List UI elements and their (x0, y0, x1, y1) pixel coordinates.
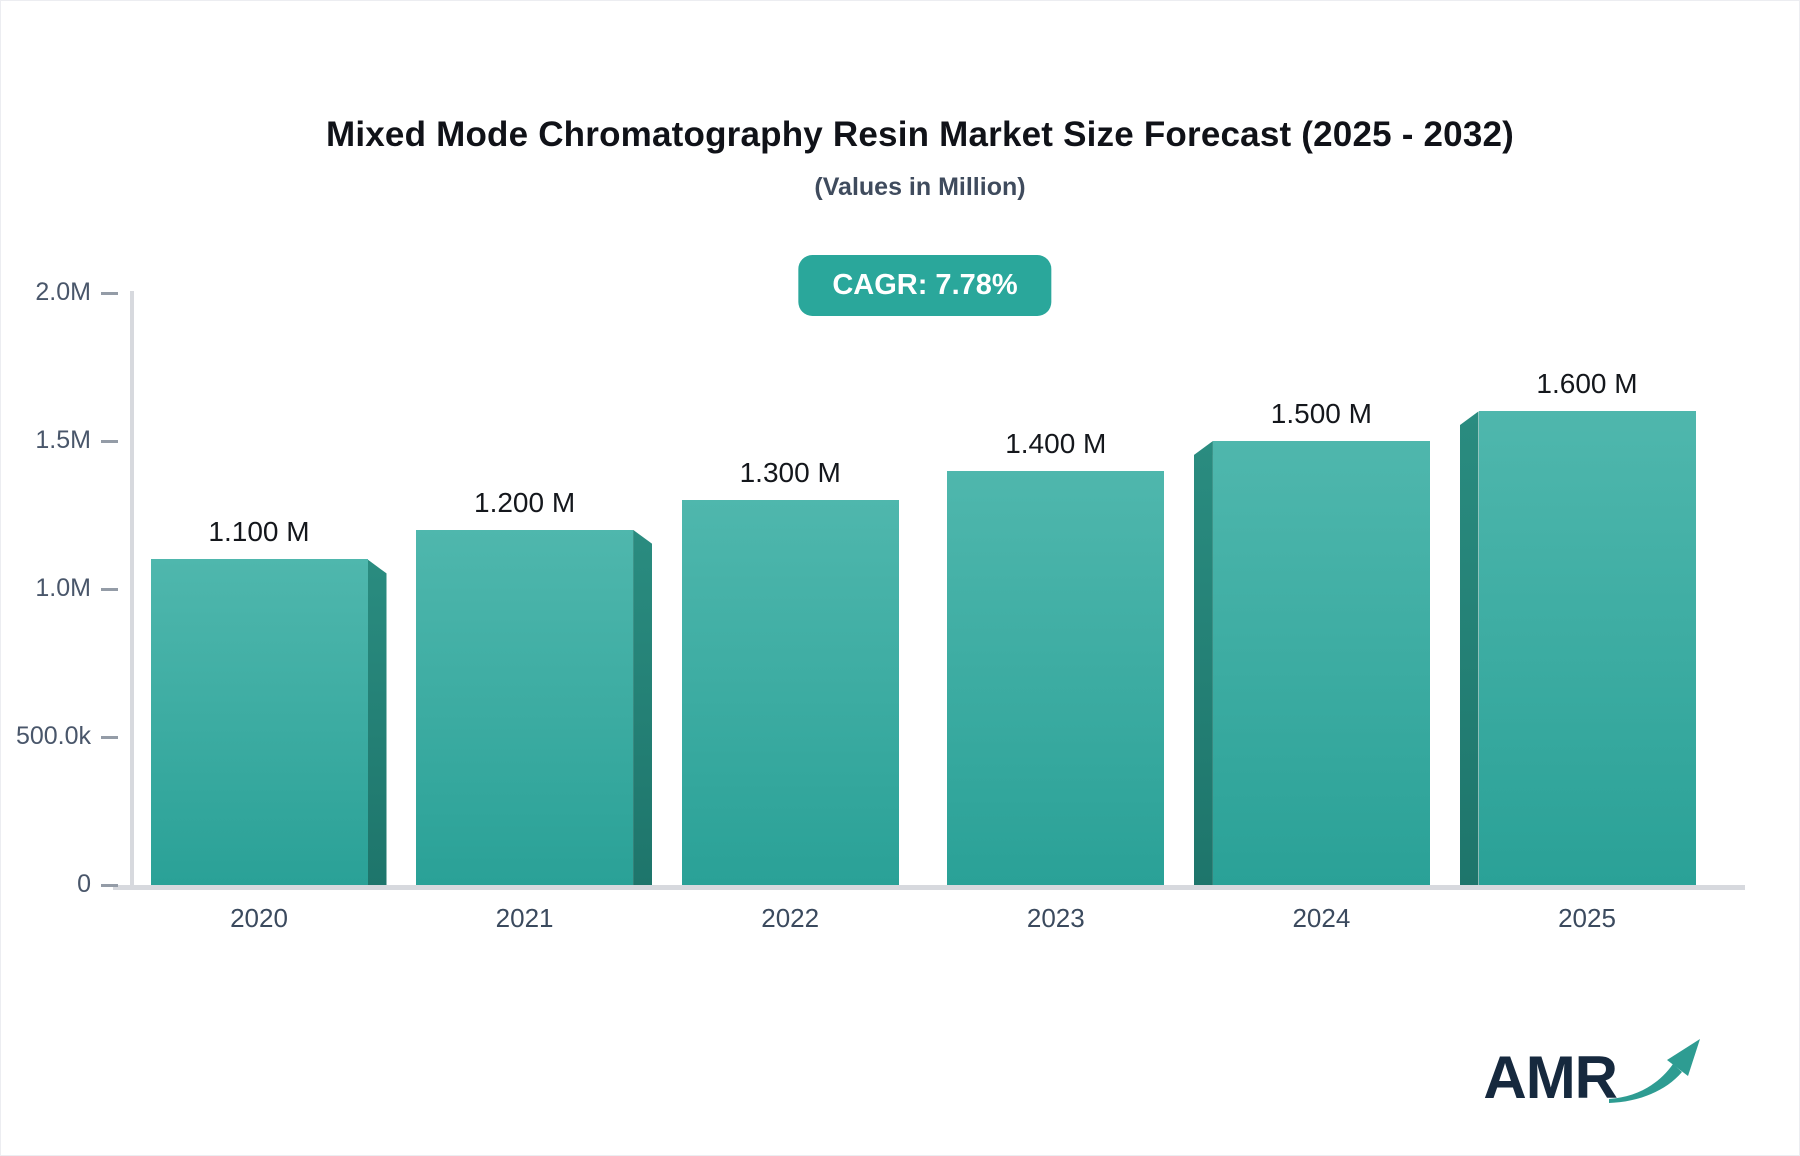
bar-side-left (1459, 411, 1479, 885)
y-tick-dash (101, 440, 118, 443)
bar-group-2023 (947, 470, 1165, 885)
growth-arrow-icon (1609, 1039, 1700, 1103)
bar-face (1212, 441, 1430, 885)
chart-subtitle: (Values in Million) (814, 173, 1026, 201)
bar-value-label: 1.200 M (474, 486, 576, 518)
bar-group-2020 (150, 559, 387, 885)
bar-face (416, 529, 634, 885)
y-tick-dash (101, 736, 118, 739)
amr-logo: AMR (1483, 1036, 1703, 1111)
x-axis-label: 2023 (1026, 903, 1085, 933)
y-tick-label: 500.0k (15, 722, 91, 750)
chart-title: Mixed Mode Chromatography Resin Market S… (325, 115, 1515, 154)
bar-side-right (633, 529, 653, 885)
y-tick-dash (101, 884, 118, 887)
bar-group-2024 (1193, 441, 1430, 885)
x-axis-label: 2020 (230, 903, 288, 933)
bar-face (681, 500, 899, 885)
bar-group-2021 (416, 529, 653, 885)
x-axis-label: 2025 (1558, 903, 1616, 933)
bar-group-2022 (681, 500, 899, 885)
bar-value-label: 1.100 M (208, 516, 310, 548)
bar-value-label: 1.300 M (739, 457, 841, 489)
bar-side-right (367, 559, 387, 885)
amr-logo-text: AMR (1483, 1043, 1618, 1111)
bar-value-label: 1.400 M (1005, 427, 1107, 459)
x-axis-line (113, 885, 1745, 890)
cagr-badge: CAGR: 7.78% (798, 255, 1052, 316)
y-tick-label: 1.0M (35, 574, 91, 602)
x-axis-label: 2022 (761, 903, 820, 933)
y-tick-label: 2.0M (35, 278, 91, 306)
bar-face (150, 559, 368, 885)
y-tick-label: 0 (77, 870, 91, 898)
x-axis-label: 2021 (495, 903, 554, 933)
x-axis-label: 2024 (1292, 903, 1351, 933)
bar-value-label: 1.500 M (1270, 398, 1372, 429)
bar-value-label: 1.600 M (1536, 368, 1638, 400)
y-axis-line (130, 291, 134, 887)
y-tick-dash (101, 292, 118, 295)
y-tick-label: 1.5M (35, 426, 91, 454)
bar-face (1478, 411, 1696, 885)
bar-group-2025 (1459, 411, 1696, 885)
bar-side-left (1193, 441, 1213, 885)
y-tick-dash (101, 588, 118, 591)
bar-face (947, 470, 1165, 885)
